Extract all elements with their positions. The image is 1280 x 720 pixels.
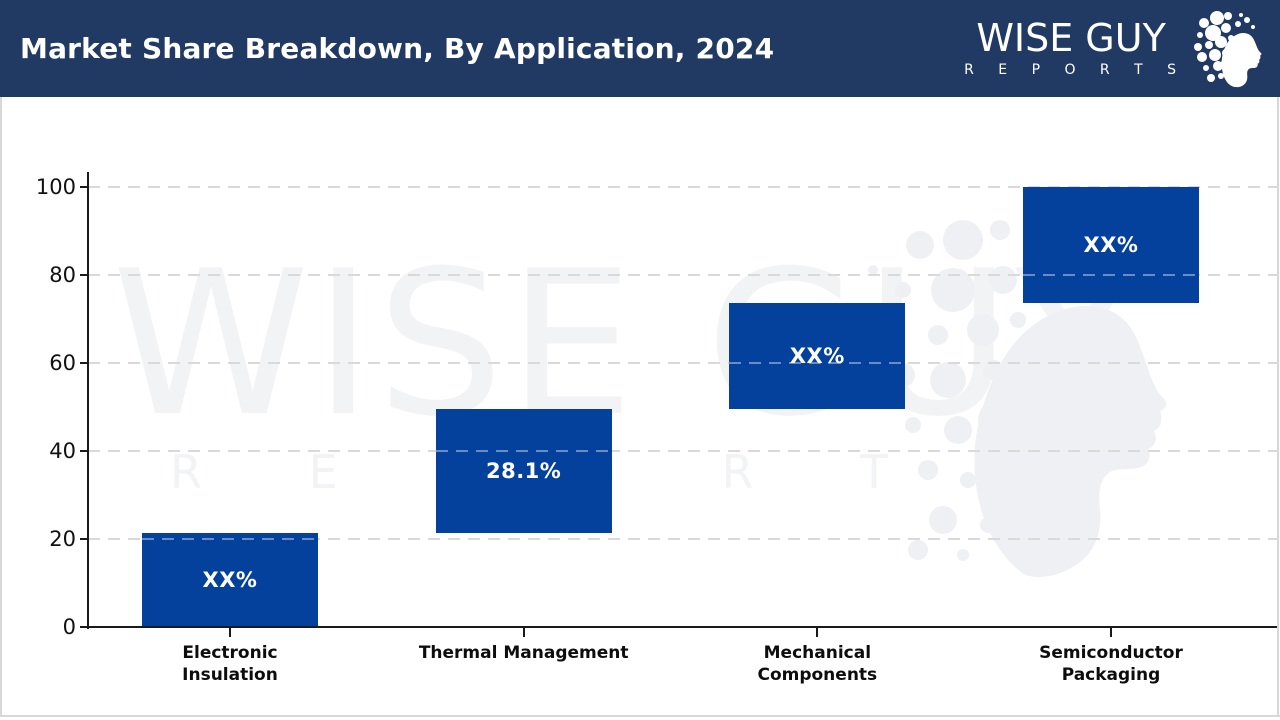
y-tick-label: 20 — [49, 527, 76, 551]
gridline — [88, 362, 1278, 364]
gridline-over-bar — [142, 538, 318, 540]
x-category-label: Semiconductor Packaging — [1039, 643, 1183, 686]
bar-value-label: XX% — [202, 567, 258, 592]
chart-canvas: WISE GUY R E P O R T S 0 20 40 60 80 100 XX% El… — [0, 97, 1280, 720]
x-category-label: Electronic Insulation — [182, 643, 278, 686]
y-axis-tick — [80, 186, 88, 188]
gridline — [88, 186, 1278, 188]
y-tick-label: 100 — [35, 175, 76, 199]
gridline-over-bar — [729, 362, 906, 364]
x-category-label: Thermal Management — [418, 643, 629, 663]
y-axis-line — [87, 172, 89, 629]
gridline — [88, 450, 1278, 452]
frame-border-bottom — [0, 715, 1280, 717]
bar-value-label: XX% — [1083, 232, 1139, 257]
wiseguy-logo: WISE GUY R E P O R T S — [956, 7, 1266, 91]
x-axis-line — [87, 626, 1278, 628]
y-tick-label: 40 — [49, 439, 76, 463]
gridline — [88, 274, 1278, 276]
gridline-over-bar — [435, 450, 612, 452]
logo-head-icon — [1194, 10, 1262, 87]
logo-text: WISE GUY R E P O R T S — [956, 19, 1186, 78]
watermark-head-icon — [868, 220, 1167, 578]
y-tick-label: 0 — [62, 615, 76, 639]
y-tick-label: 80 — [49, 263, 76, 287]
bar: XX% — [1023, 187, 1199, 303]
logo-subtitle: R E P O R T S — [964, 62, 1186, 78]
y-axis-tick — [80, 362, 88, 364]
gridline — [88, 538, 1278, 540]
y-axis-tick — [80, 538, 88, 540]
y-tick-label: 60 — [49, 351, 76, 375]
x-axis-tick — [522, 628, 525, 637]
gridline-over-bar — [1023, 274, 1199, 276]
x-category-label: Mechanical Components — [757, 643, 878, 686]
y-axis-tick — [80, 626, 88, 628]
page-title: Market Share Breakdown, By Application, … — [20, 32, 775, 65]
y-axis-tick — [80, 450, 88, 452]
bar-value-label: XX% — [789, 343, 845, 368]
bar: XX% — [729, 302, 906, 410]
x-axis-tick — [1110, 628, 1112, 637]
header-bar: Market Share Breakdown, By Application, … — [0, 0, 1280, 97]
bar: 28.1% — [435, 409, 612, 533]
bar-value-label: 28.1% — [485, 459, 562, 483]
frame-border-right — [1277, 97, 1279, 717]
x-axis-tick — [229, 628, 231, 637]
frame-border-left — [0, 97, 2, 717]
y-axis-tick — [80, 274, 88, 276]
logo-name: WISE GUY — [976, 16, 1166, 60]
bar: XX% — [142, 532, 318, 627]
x-axis-tick — [816, 628, 819, 637]
